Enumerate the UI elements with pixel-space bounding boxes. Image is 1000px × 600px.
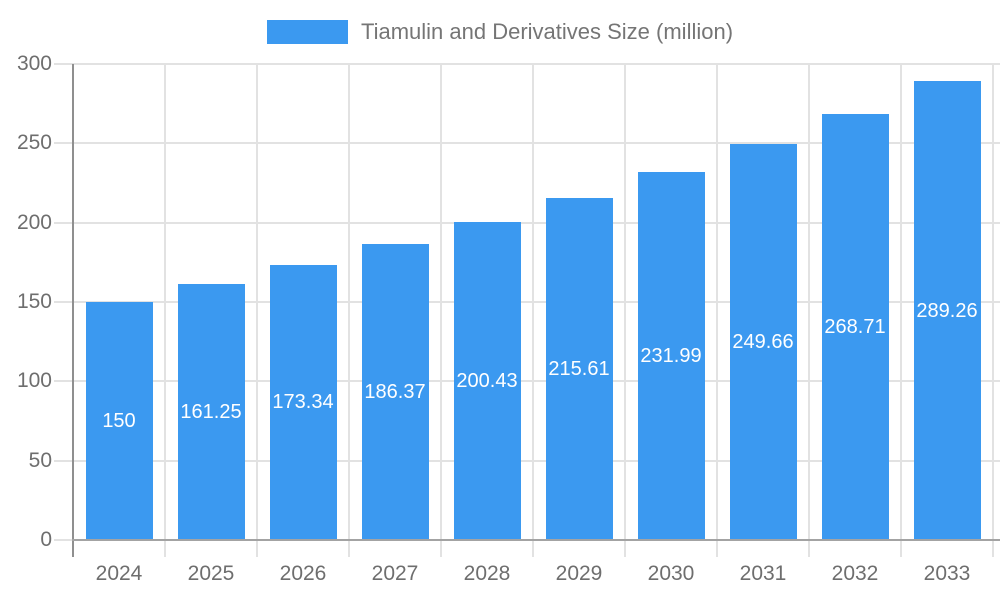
bar[interactable] [729, 143, 797, 540]
bar-value-label: 200.43 [456, 369, 518, 392]
y-gridline [73, 459, 1000, 462]
bar-value-label: 268.71 [824, 315, 886, 338]
y-tick [54, 380, 73, 383]
bar-value-label: 150 [102, 410, 136, 432]
x-tick-label: 2029 [555, 562, 603, 585]
bar[interactable] [637, 171, 705, 540]
x-gridline [900, 64, 902, 557]
y-tick [54, 459, 73, 462]
x-gridline [164, 64, 166, 557]
bar-value-label: 215.61 [548, 357, 610, 380]
legend-label: Tiamulin and Derivatives Size (million) [360, 19, 734, 44]
y-tick-label: 200 [16, 210, 52, 234]
y-gridline [73, 380, 1000, 383]
legend-swatch [266, 20, 348, 44]
y-axis-line [72, 64, 74, 557]
y-tick-label: 300 [16, 52, 52, 75]
y-tick-label: 150 [16, 290, 52, 313]
bar[interactable] [269, 264, 337, 540]
y-tick [54, 539, 73, 541]
bar[interactable] [821, 113, 889, 540]
y-tick [54, 63, 73, 65]
x-gridline [992, 64, 994, 557]
x-tick-label: 2027 [371, 562, 419, 585]
x-tick-label: 2025 [187, 562, 235, 585]
x-gridline [256, 64, 258, 557]
bar[interactable] [177, 284, 245, 540]
x-tick-label: 2028 [463, 562, 511, 585]
bar[interactable] [545, 197, 613, 540]
bar-value-label: 186.37 [364, 381, 426, 404]
bar-value-label: 249.66 [732, 330, 794, 353]
bar-value-label: 173.34 [272, 391, 334, 414]
x-tick-label: 2024 [95, 562, 143, 585]
x-tick-label: 2030 [647, 562, 695, 585]
x-axis-line [72, 539, 1000, 541]
x-gridline [440, 64, 442, 557]
y-tick-label: 250 [16, 131, 52, 155]
y-tick [54, 301, 73, 303]
bar[interactable] [453, 221, 521, 540]
x-gridline [808, 64, 810, 557]
y-gridline [73, 142, 1000, 145]
bar-value-label: 289.26 [916, 299, 978, 322]
x-tick-label: 2032 [831, 562, 879, 585]
y-gridline [73, 63, 1000, 65]
y-tick-label: 0 [40, 528, 52, 551]
x-gridline [716, 64, 718, 557]
x-gridline [532, 64, 534, 557]
bar[interactable] [913, 81, 981, 540]
legend[interactable]: Tiamulin and Derivatives Size (million) [0, 19, 1000, 45]
x-tick-label: 2033 [923, 562, 971, 585]
bar[interactable] [361, 244, 429, 540]
y-tick [54, 142, 73, 145]
x-gridline [348, 64, 350, 557]
y-tick-label: 50 [28, 448, 52, 472]
y-tick-label: 100 [16, 369, 52, 393]
x-tick-label: 2031 [739, 562, 787, 585]
x-tick-label: 2026 [279, 562, 327, 585]
y-gridline [73, 221, 1000, 224]
y-gridline [73, 301, 1000, 303]
bar-value-label: 231.99 [640, 344, 702, 367]
bar[interactable] [85, 302, 153, 540]
bar-value-label: 161.25 [180, 401, 242, 424]
y-tick [54, 221, 73, 224]
x-gridline [624, 64, 626, 557]
